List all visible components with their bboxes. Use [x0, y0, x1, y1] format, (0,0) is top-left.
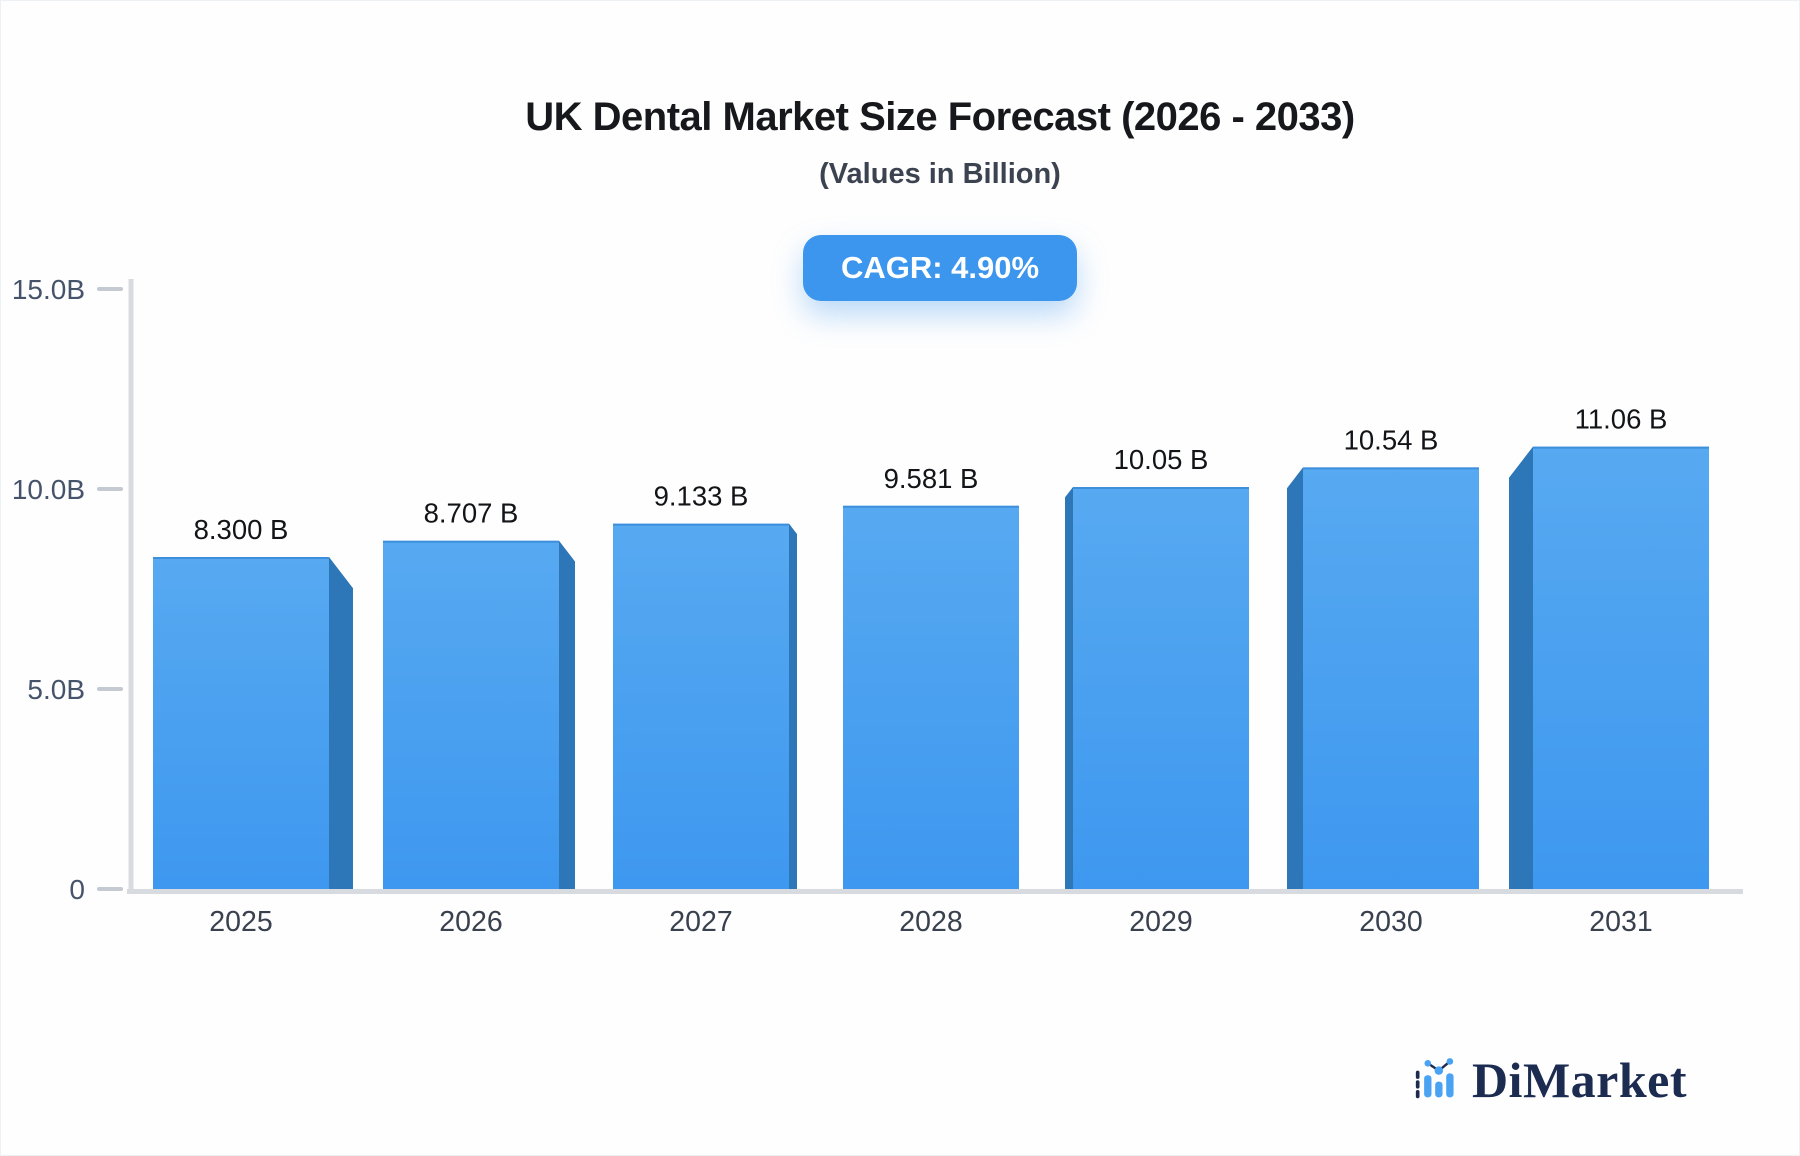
x-category-label: 2026: [439, 906, 502, 938]
y-tick-mark: [97, 287, 123, 291]
x-category-label: 2025: [209, 906, 272, 938]
bar-2026: 8.707 B: [383, 498, 575, 889]
bar-value-label: 8.707 B: [424, 498, 519, 529]
bars-group: 8.300 B 8.707 B 9.133 B 9.581 B 10.05 B 10.54…: [153, 404, 1709, 889]
bar-front-face: [1073, 487, 1249, 889]
bar-2025: 8.300 B: [153, 514, 353, 889]
chart-header: UK Dental Market Size Forecast (2026 - 2…: [81, 1, 1799, 301]
bar-side-face: [789, 523, 797, 889]
chart-subtitle: (Values in Billion): [819, 158, 1061, 190]
bar-2027: 9.133 B: [613, 481, 797, 889]
y-tick-label: 0: [69, 874, 85, 905]
y-axis: 0 5.0B 10.0B 15.0B: [12, 274, 123, 905]
bar-side-face: [1509, 446, 1533, 889]
y-tick-label: 10.0B: [12, 474, 85, 505]
bar-front-face: [1533, 446, 1709, 889]
bar-line-chart-icon: [1415, 1058, 1454, 1100]
bar-side-face: [329, 557, 353, 889]
bar-front-face: [613, 523, 789, 889]
chart-title: UK Dental Market Size Forecast (2026 - 2…: [525, 95, 1355, 139]
y-tick-mark: [97, 687, 123, 691]
x-category-label: 2028: [899, 906, 962, 938]
bar-2028: 9.581 B: [843, 463, 1019, 889]
bar-value-label: 10.05 B: [1114, 444, 1209, 475]
x-category-label: 2031: [1589, 906, 1652, 938]
y-tick-mark: [97, 887, 123, 891]
bar-side-face: [1287, 467, 1303, 889]
cagr-badge: CAGR: 4.90%: [802, 235, 1078, 301]
bar-2030: 10.54 B: [1287, 424, 1479, 889]
dimarket-logo-text: DiMarket: [1471, 1052, 1687, 1108]
bar-side-face: [1065, 487, 1073, 889]
bar-2029: 10.05 B: [1065, 444, 1249, 889]
bar-front-face: [1303, 467, 1479, 889]
x-axis-line: [127, 889, 1743, 894]
x-category-label: 2029: [1129, 906, 1192, 938]
y-tick-label: 15.0B: [12, 274, 85, 305]
bar-front-face: [843, 505, 1019, 889]
y-tick-label: 5.0B: [27, 674, 85, 705]
bar-side-face: [559, 540, 575, 889]
bar-value-label: 9.133 B: [654, 481, 749, 512]
bar-value-label: 9.581 B: [884, 463, 979, 494]
bar-value-label: 11.06 B: [1575, 404, 1668, 435]
x-category-label: 2027: [669, 906, 732, 938]
bar-front-face: [153, 557, 329, 889]
y-tick-mark: [97, 487, 123, 491]
x-category-label: 2030: [1359, 906, 1422, 938]
bar-front-face: [383, 540, 559, 889]
bar-value-label: 8.300 B: [194, 514, 289, 545]
dimarket-logo: DiMarket: [1414, 1055, 1687, 1105]
bar-value-label: 10.54 B: [1344, 424, 1439, 455]
y-axis-line: [128, 279, 134, 894]
bar-2031: 11.06 B: [1509, 404, 1709, 889]
x-axis-labels: 2025 2026 2027 2028 2029 2030 2031: [209, 906, 1652, 938]
